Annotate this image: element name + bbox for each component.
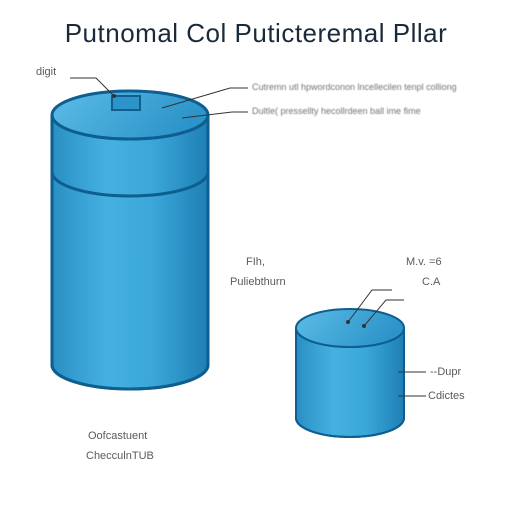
leader-dot-2 bbox=[346, 320, 350, 324]
large-cylinder-band bbox=[52, 172, 208, 196]
large-cylinder-notch bbox=[112, 96, 140, 110]
label-mid-right1: M.v. =6 bbox=[406, 256, 442, 269]
label-top-left: digit bbox=[36, 66, 56, 79]
leader-dot-3 bbox=[362, 324, 366, 328]
leader-dot-1 bbox=[112, 94, 116, 98]
large-cylinder-bottom-edge bbox=[52, 365, 208, 389]
label-small-r2: Cdictes bbox=[428, 390, 465, 403]
label-bottom2: ChecculnTUB bbox=[86, 450, 154, 463]
leader-large-line1 bbox=[162, 88, 248, 108]
page-title: Putnomal Col Puticteremal Pllar bbox=[0, 18, 512, 49]
leader-small-top-a bbox=[348, 290, 392, 322]
leader-small-top-b bbox=[364, 300, 404, 326]
small-cylinder-bottom-edge bbox=[296, 418, 404, 437]
large-cylinder-top bbox=[52, 91, 208, 139]
large-cylinder-body bbox=[52, 115, 208, 389]
small-cylinder-body bbox=[296, 328, 404, 437]
label-mid-left2: Puliebthurn bbox=[230, 276, 286, 289]
small-cylinder-top bbox=[296, 309, 404, 347]
leader-large-line2 bbox=[182, 112, 248, 118]
diagram-canvas: Putnomal Col Puticteremal Pllar bbox=[0, 0, 512, 512]
label-large-line1: Cutremn utl hpwordconon lncellecilen ten… bbox=[252, 82, 457, 93]
label-mid-right2: C.A bbox=[422, 276, 440, 289]
label-mid-left1: FIh, bbox=[246, 256, 265, 269]
label-bottom1: Oofcastuent bbox=[88, 430, 147, 443]
leader-top-left bbox=[70, 78, 114, 96]
label-large-line2: Dultle( pressellty hecollrdeen ball ime … bbox=[252, 106, 421, 117]
label-small-r1: --Dupr bbox=[430, 366, 461, 379]
